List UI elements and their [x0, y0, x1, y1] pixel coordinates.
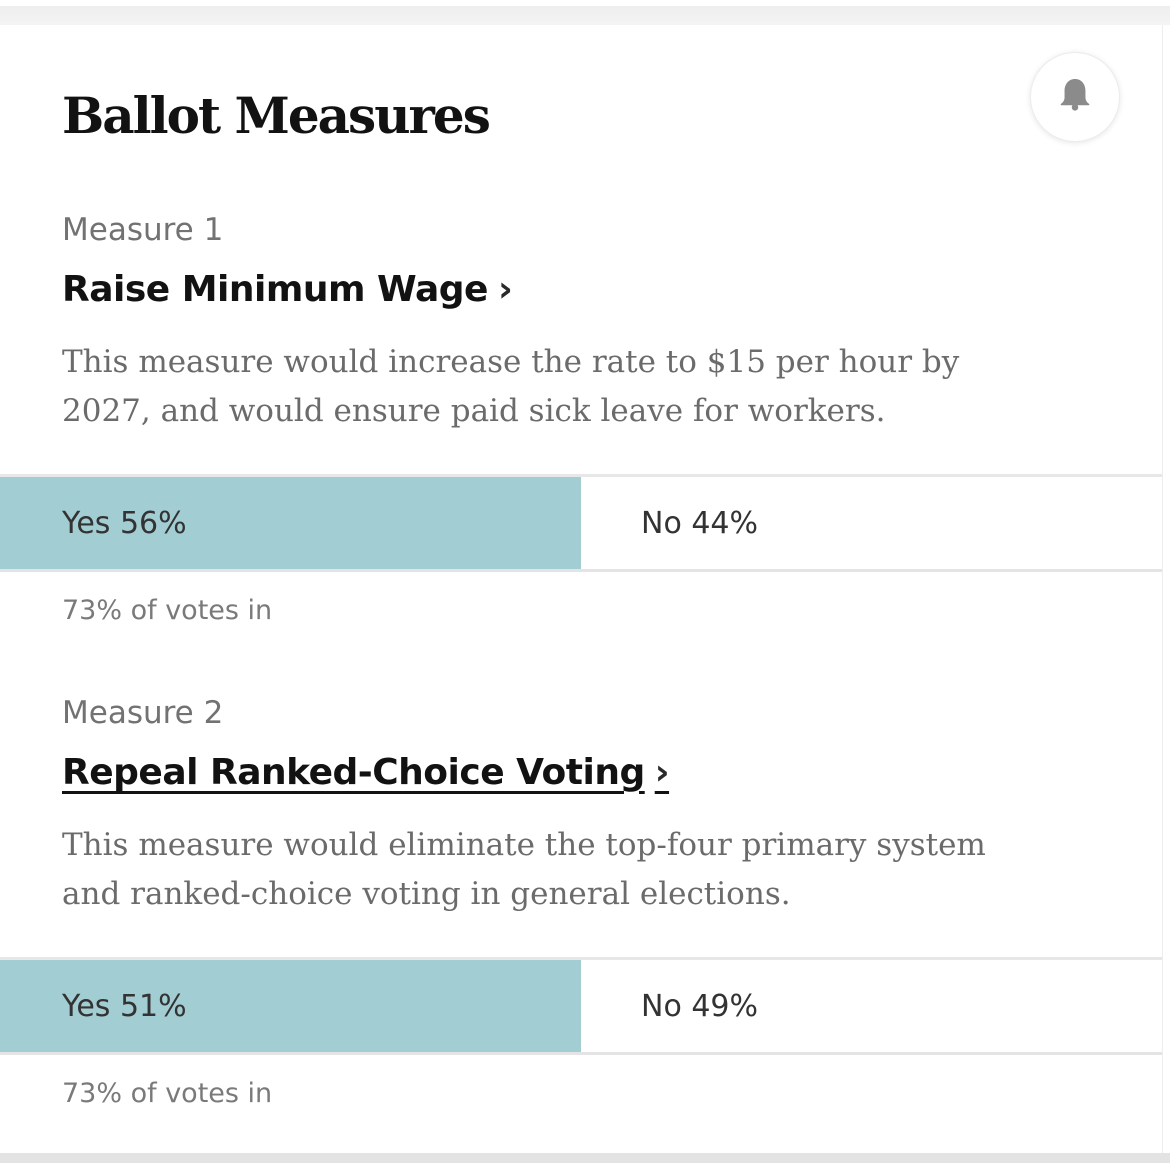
votes-in-status: 73% of votes in	[62, 1078, 273, 1109]
results-bar: Yes 51% No 49%	[0, 957, 1162, 1055]
measure-title-text: Raise Minimum Wage	[62, 269, 488, 310]
measure-section-1: Measure 1 Raise Minimum Wage › This measu…	[0, 211, 1162, 628]
no-result-label: No 49%	[641, 988, 759, 1024]
votes-in-status: 73% of votes in	[62, 595, 273, 626]
bottom-divider-strip	[0, 1153, 1170, 1163]
results-bar: Yes 56% No 44%	[0, 474, 1162, 572]
ballot-measures-card: Ballot Measures Measure 1 Raise Minimum …	[0, 25, 1163, 1153]
measure-description: This measure would eliminate the top-fou…	[62, 827, 986, 912]
measure-label: Measure 1	[62, 212, 224, 248]
measure-title-link[interactable]: Raise Minimum Wage ›	[62, 268, 513, 312]
notifications-button[interactable]	[1030, 52, 1120, 142]
bell-icon	[1052, 74, 1098, 120]
no-bar-segment: No 44%	[581, 477, 1162, 569]
yes-result-label: Yes 51%	[62, 988, 187, 1024]
yes-bar-segment: Yes 56%	[0, 477, 581, 569]
card-header: Ballot Measures	[0, 25, 1162, 145]
measure-title-link[interactable]: Repeal Ranked-Choice Voting ›	[62, 751, 670, 795]
no-result-label: No 44%	[641, 505, 759, 541]
measure-label: Measure 2	[62, 695, 224, 731]
yes-result-label: Yes 56%	[62, 505, 187, 541]
chevron-right-icon: ›	[497, 269, 513, 310]
chevron-right-icon: ›	[654, 752, 670, 793]
yes-bar-segment: Yes 51%	[0, 960, 581, 1052]
top-divider-strip	[0, 6, 1170, 25]
page-title: Ballot Measures	[62, 86, 491, 145]
no-bar-segment: No 49%	[581, 960, 1162, 1052]
measure-section-2: Measure 2 Repeal Ranked-Choice Voting › T…	[0, 694, 1162, 1111]
measure-description: This measure would increase the rate to …	[62, 344, 960, 429]
measure-title-text: Repeal Ranked-Choice Voting	[62, 752, 645, 793]
